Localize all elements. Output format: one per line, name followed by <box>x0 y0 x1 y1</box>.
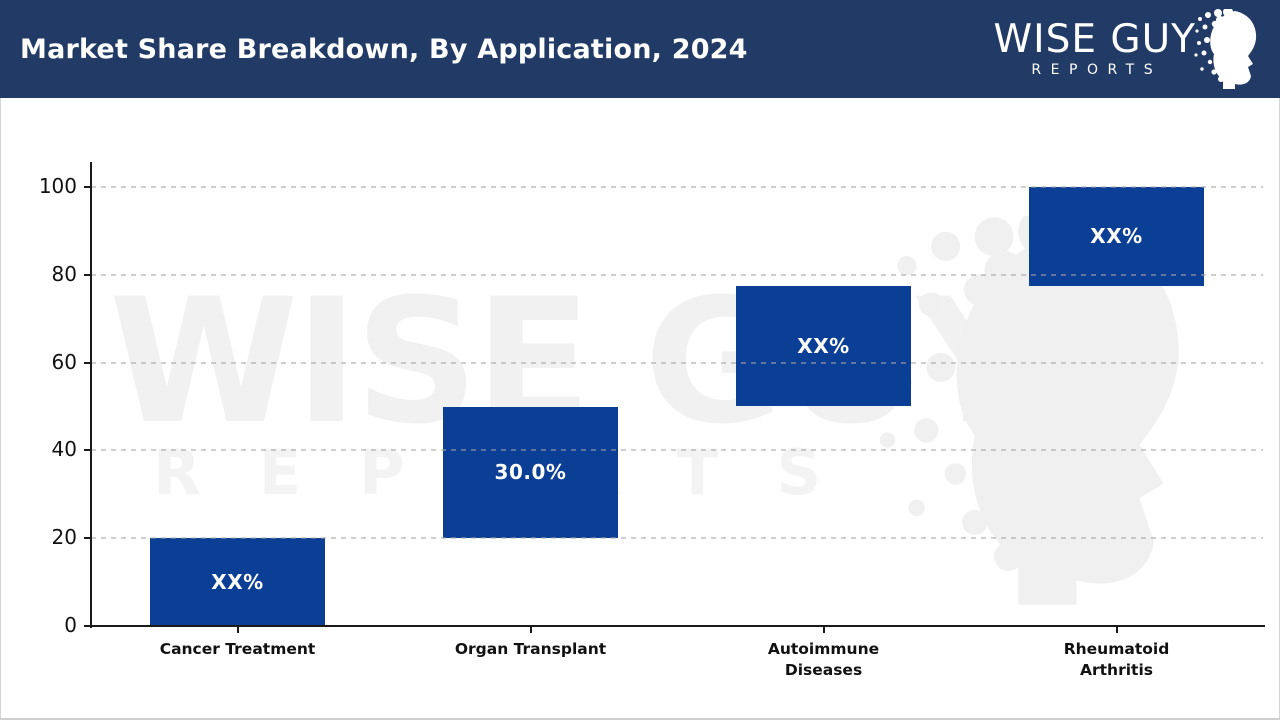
chart-canvas: WISE GUY REPORTS XX%30.0%XX%XX% 02040608… <box>0 98 1280 720</box>
gridline <box>91 186 1263 188</box>
y-tick-mark <box>84 449 91 452</box>
brand-logo-text: WISE GUY REPORTS <box>994 20 1196 78</box>
gridline <box>91 361 1263 364</box>
x-category-label: Cancer Treatment <box>159 640 316 658</box>
x-tick-mark <box>822 627 825 633</box>
y-tick-mark <box>84 273 91 276</box>
x-category-label: Organ Transplant <box>454 640 607 658</box>
watermark-face-icon <box>879 216 1179 605</box>
brand-face-icon <box>1194 9 1257 89</box>
x-tick-mark <box>529 627 532 633</box>
bar-value-label: XX% <box>797 334 850 359</box>
page-title: Market Share Breakdown, By Application, … <box>20 33 748 65</box>
y-tick-label: 0 <box>64 613 77 637</box>
x-category-label: Autoimmune Diseases <box>767 640 880 679</box>
bar-value-label: XX% <box>211 570 264 595</box>
gridline <box>91 273 1263 276</box>
y-axis-spine <box>90 162 92 628</box>
y-tick-label: 80 <box>51 261 77 286</box>
x-category-label: Rheumatoid Arthritis <box>1063 640 1170 679</box>
y-tick-mark <box>84 186 91 188</box>
bar-organ-transplant: 30.0% <box>442 406 619 539</box>
y-tick-label: 100 <box>38 174 77 198</box>
bar-value-label: 30.0% <box>494 460 567 485</box>
gridline <box>91 537 1263 540</box>
brand-name: WISE GUY <box>993 17 1196 62</box>
bar-autoimmune-diseases: XX% <box>735 285 912 407</box>
y-tick-label: 20 <box>51 525 77 550</box>
bar-rheumatoid-arthritis: XX% <box>1028 187 1205 286</box>
y-tick-mark <box>84 361 91 364</box>
x-tick-mark <box>1115 627 1118 633</box>
y-tick-label: 60 <box>51 349 77 374</box>
y-tick-label: 40 <box>51 437 77 462</box>
brand-subname: REPORTS <box>1031 62 1163 78</box>
y-tick-mark <box>84 625 91 627</box>
bar-cancer-treatment: XX% <box>149 538 326 626</box>
plot-area: XX% 30.0% XX% XX% <box>91 186 1263 626</box>
brand-logo: WISE GUY REPORTS <box>994 9 1280 89</box>
bar-value-label: XX% <box>1090 224 1143 249</box>
gridline <box>91 449 1263 452</box>
x-tick-mark <box>236 627 239 633</box>
header-bar: Market Share Breakdown, By Application, … <box>0 0 1280 98</box>
x-axis-spine <box>90 625 1265 627</box>
y-tick-mark <box>84 537 91 540</box>
